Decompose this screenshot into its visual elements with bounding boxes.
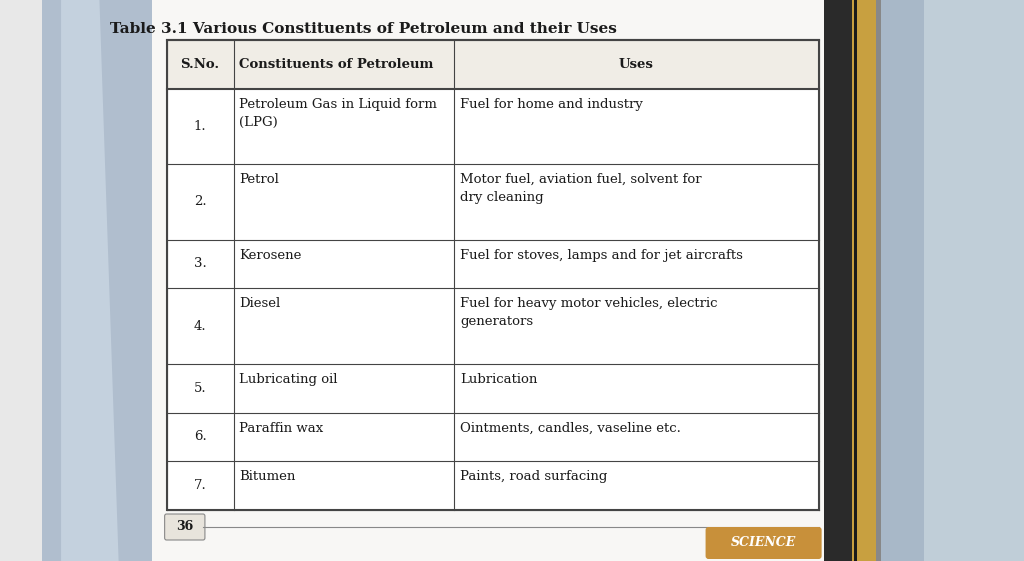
Text: 4.: 4. — [194, 320, 207, 333]
Text: Fuel for stoves, lamps and for jet aircrafts: Fuel for stoves, lamps and for jet aircr… — [460, 249, 743, 261]
Text: Constituents of Petroleum: Constituents of Petroleum — [240, 58, 434, 71]
Text: Fuel for home and industry: Fuel for home and industry — [460, 98, 643, 111]
Bar — [852, 0, 877, 561]
Bar — [881, 0, 1024, 561]
Text: 1.: 1. — [194, 120, 207, 133]
Text: Table 3.1 Various Constituents of Petroleum and their Uses: Table 3.1 Various Constituents of Petrol… — [111, 22, 617, 36]
Bar — [167, 40, 819, 510]
Text: Petroleum Gas in Liquid form
(LPG): Petroleum Gas in Liquid form (LPG) — [240, 98, 437, 128]
Text: 2.: 2. — [194, 195, 207, 208]
Bar — [877, 0, 881, 561]
Text: 3.: 3. — [194, 257, 207, 270]
Text: 6.: 6. — [194, 430, 207, 443]
FancyBboxPatch shape — [706, 527, 821, 559]
Bar — [153, 0, 823, 561]
Polygon shape — [42, 0, 196, 561]
Text: S.No.: S.No. — [180, 58, 220, 71]
Polygon shape — [61, 0, 119, 561]
Text: Lubricating oil: Lubricating oil — [240, 373, 338, 386]
Text: 5.: 5. — [194, 381, 207, 394]
Text: Petrol: Petrol — [240, 173, 280, 186]
Text: Paints, road surfacing: Paints, road surfacing — [460, 470, 607, 483]
Bar — [823, 0, 852, 561]
Bar — [167, 40, 819, 510]
Text: Uses: Uses — [620, 58, 654, 71]
Bar — [854, 0, 857, 561]
Text: Ointments, candles, vaseline etc.: Ointments, candles, vaseline etc. — [460, 421, 681, 435]
Text: Paraffin wax: Paraffin wax — [240, 421, 324, 435]
Text: Bitumen: Bitumen — [240, 470, 296, 483]
Bar — [925, 0, 1024, 561]
Text: Diesel: Diesel — [240, 297, 281, 310]
Text: Kerosene: Kerosene — [240, 249, 302, 261]
Bar — [167, 40, 819, 89]
Text: Motor fuel, aviation fuel, solvent for
dry cleaning: Motor fuel, aviation fuel, solvent for d… — [460, 173, 701, 204]
FancyBboxPatch shape — [165, 514, 205, 540]
Text: 7.: 7. — [194, 479, 207, 492]
Text: Lubrication: Lubrication — [460, 373, 538, 386]
Text: 36: 36 — [176, 521, 194, 534]
Text: Fuel for heavy motor vehicles, electric
generators: Fuel for heavy motor vehicles, electric … — [460, 297, 718, 328]
Text: SCIENCE: SCIENCE — [730, 536, 796, 550]
